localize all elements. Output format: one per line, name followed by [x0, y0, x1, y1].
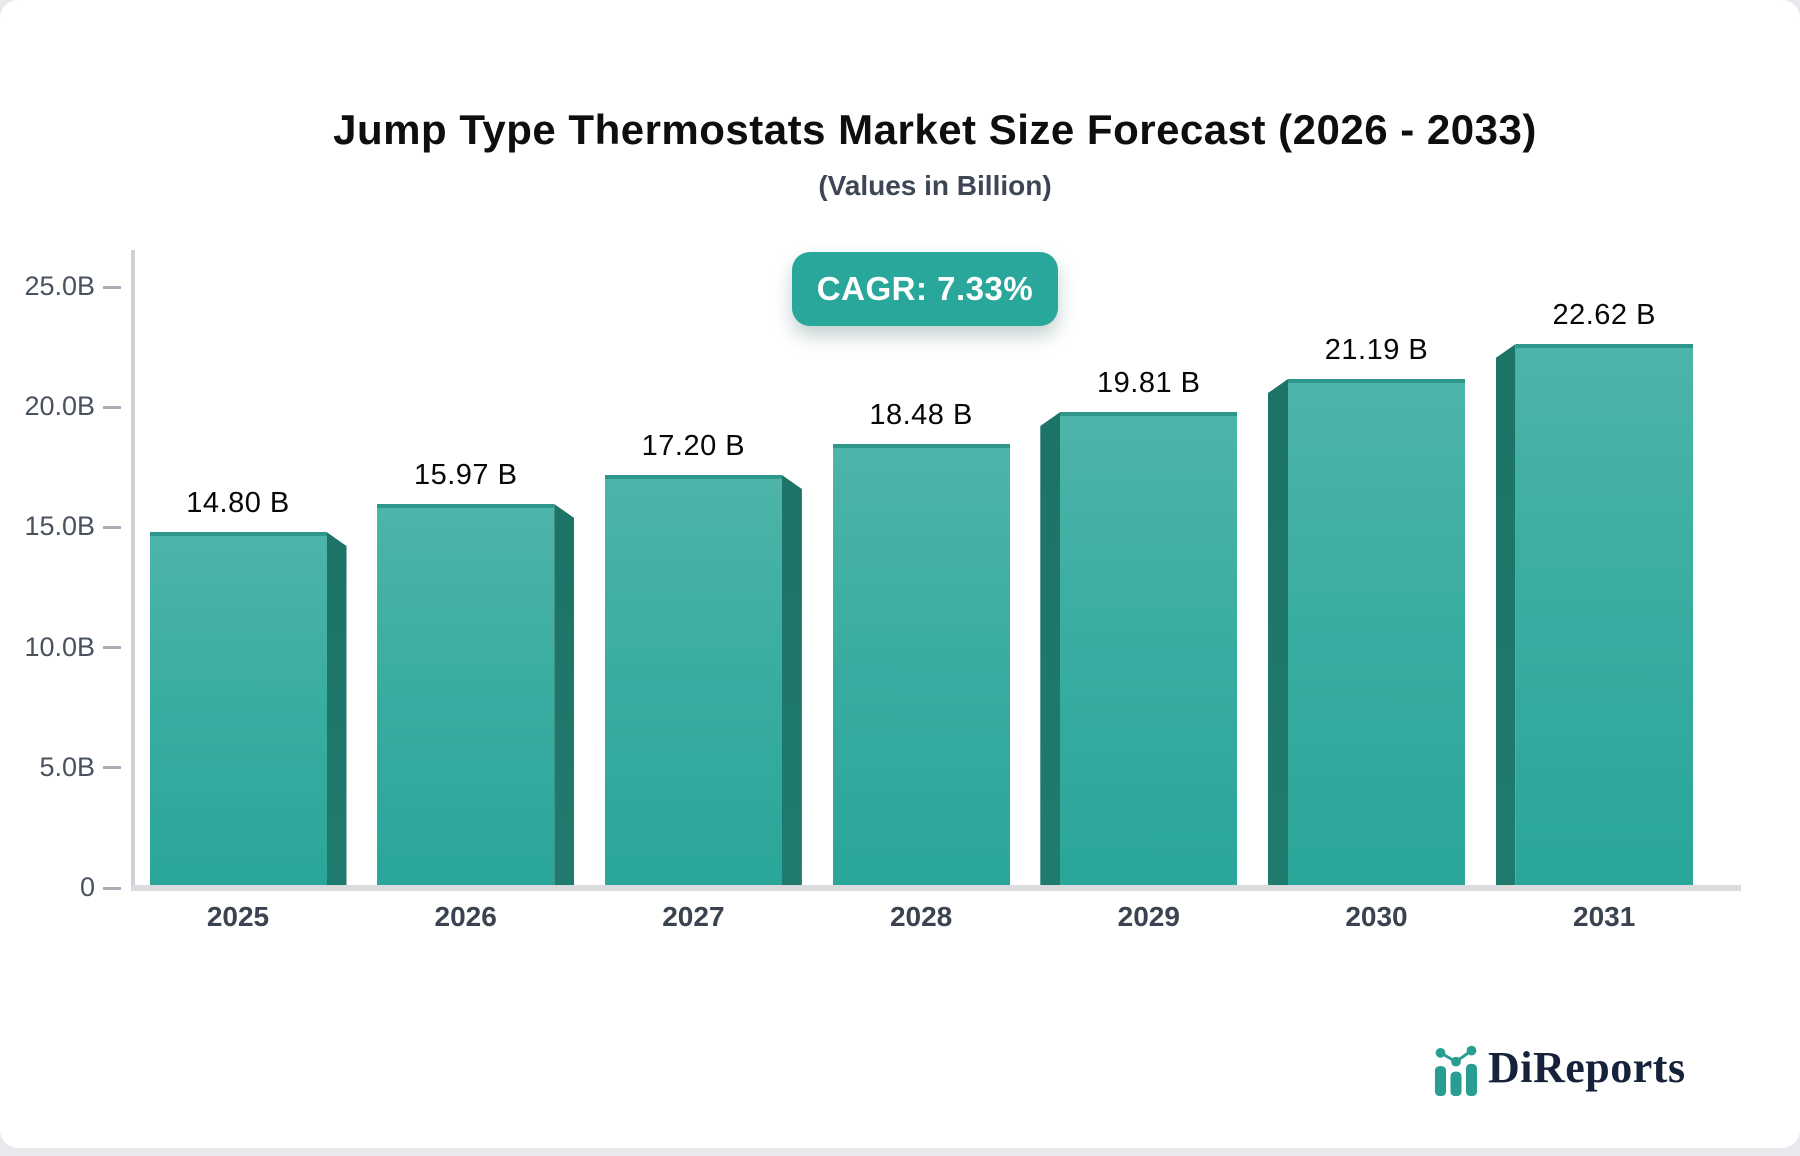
y-axis-tick-label: 0: [79, 872, 95, 902]
bar-side-face: [326, 532, 347, 888]
bar-value-label: 21.19 B: [1324, 334, 1429, 366]
y-axis-tick-label: 10.0B: [24, 631, 95, 662]
bar-2030: [1288, 379, 1465, 888]
bar-2026: [377, 504, 555, 888]
x-axis-baseline: [131, 885, 1741, 891]
chart-title: Jump Type Thermostats Market Size Foreca…: [333, 106, 1537, 153]
logo-text: DiReports: [1488, 1043, 1686, 1092]
bar-2029: [1060, 412, 1238, 888]
y-axis-tick: [103, 525, 121, 529]
y-axis-tick-label: 5.0B: [39, 751, 95, 782]
x-axis-label-2028: 2028: [889, 901, 953, 932]
x-axis-label-2030: 2030: [1345, 901, 1408, 932]
bar-side-face: [1268, 379, 1288, 888]
y-axis-tick-label: 25.0B: [24, 271, 95, 301]
brand-logo: DiReports: [1430, 1026, 1730, 1096]
x-axis-label-2029: 2029: [1117, 901, 1180, 932]
bar-side-face: [781, 475, 802, 888]
y-axis-tick-label: 20.0B: [24, 391, 95, 422]
bar-value-label: 14.80 B: [186, 487, 290, 519]
y-axis-tick: [103, 285, 121, 289]
bar-2031: [1515, 344, 1693, 888]
bar-value-label: 17.20 B: [641, 430, 746, 462]
x-axis-label-2026: 2026: [434, 901, 497, 932]
y-axis-tick-label: 15.0B: [24, 511, 95, 542]
bar-side-face: [1495, 344, 1516, 888]
bar-value-label: 19.81 B: [1097, 367, 1201, 399]
y-axis-tick: [103, 766, 121, 770]
bar-2028: [832, 444, 1010, 888]
bar-value-label: 22.62 B: [1552, 299, 1656, 331]
cagr-badge-label: CAGR: 7.33%: [816, 270, 1034, 307]
bar-side-face: [554, 504, 575, 888]
cagr-badge: CAGR: 7.33%: [792, 252, 1058, 326]
y-axis-tick: [103, 646, 121, 650]
y-axis-tick: [103, 886, 121, 890]
chart-subtitle: (Values in Billion): [818, 170, 1052, 201]
bar-value-label: 18.48 B: [869, 399, 973, 431]
logo-mini-bar-chart-icon: [1434, 1045, 1478, 1096]
bar-2027: [604, 475, 782, 888]
x-axis-label-2031: 2031: [1573, 901, 1636, 932]
bar-value-label: 15.97 B: [413, 459, 518, 491]
x-axis-label-2025: 2025: [206, 901, 270, 932]
bar-2025: [149, 532, 327, 888]
y-axis-tick: [103, 405, 121, 409]
x-axis-label-2027: 2027: [662, 901, 725, 932]
y-axis-line: [131, 250, 135, 891]
bar-side-face: [1040, 412, 1061, 888]
